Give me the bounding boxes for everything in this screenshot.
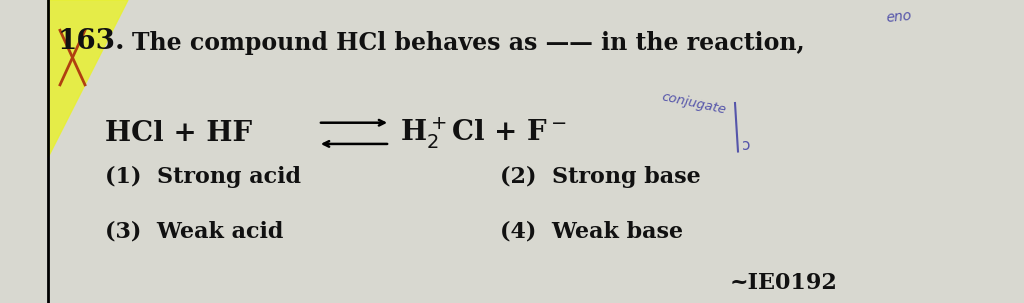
Text: eno: eno — [885, 9, 912, 25]
Polygon shape — [48, 0, 128, 158]
Text: 163.: 163. — [58, 28, 126, 55]
Text: ↄ: ↄ — [742, 138, 751, 153]
Text: ~IE0192: ~IE0192 — [730, 272, 838, 294]
Text: (1)  Strong acid: (1) Strong acid — [105, 166, 301, 188]
Text: The compound HCl behaves as —— in the reaction,: The compound HCl behaves as —— in the re… — [132, 31, 805, 55]
Text: (3)  Weak acid: (3) Weak acid — [105, 220, 284, 242]
Text: H$_2^+$Cl + F$^-$: H$_2^+$Cl + F$^-$ — [400, 115, 566, 151]
Text: conjugate: conjugate — [660, 90, 727, 116]
Text: (2)  Strong base: (2) Strong base — [500, 166, 700, 188]
Text: (4)  Weak base: (4) Weak base — [500, 220, 683, 242]
Text: HCl + HF: HCl + HF — [105, 120, 252, 147]
